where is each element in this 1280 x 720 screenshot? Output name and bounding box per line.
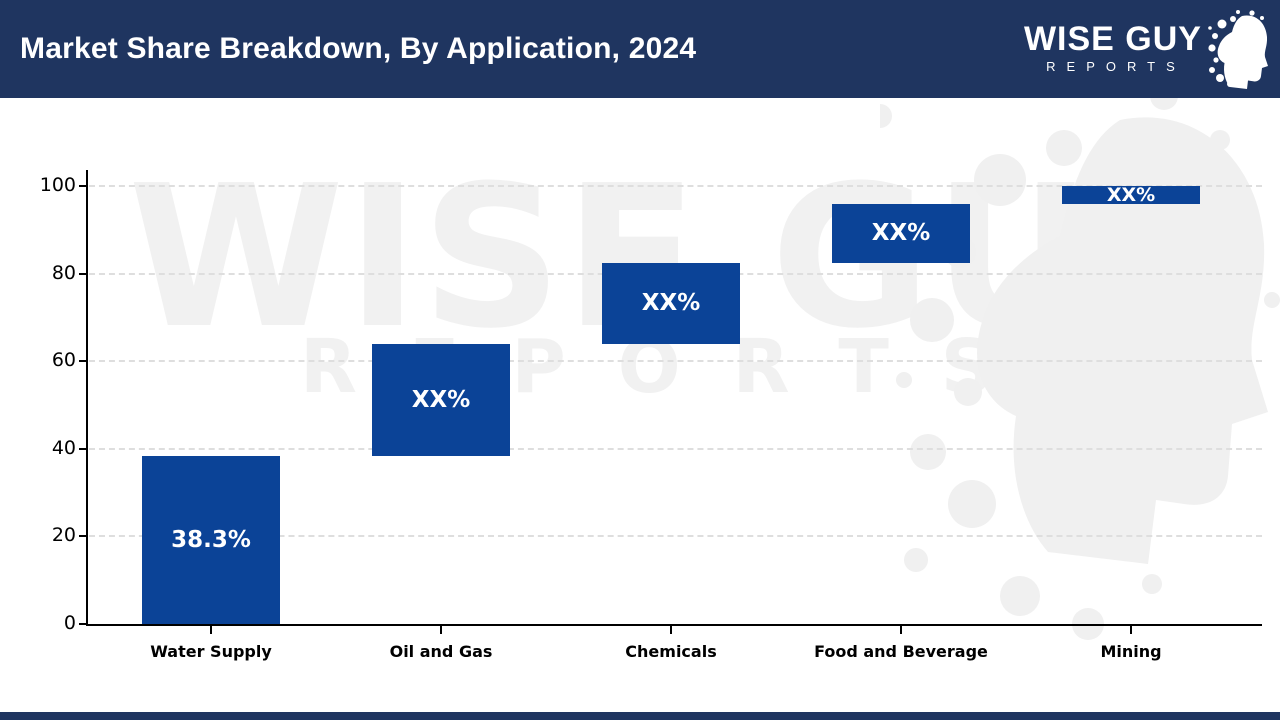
bar-mining [1062, 186, 1200, 204]
y-tick-mark [79, 623, 88, 625]
x-tick-mark [900, 626, 902, 634]
bar-value-label: XX% [1106, 183, 1156, 206]
y-tick-label: 0 [63, 612, 76, 634]
x-category-label: Chemicals [625, 642, 717, 661]
y-tick-label: 60 [51, 349, 76, 372]
brand-subtitle: REPORTS [1046, 59, 1186, 74]
y-tick-mark [79, 185, 88, 187]
x-tick-mark [1130, 626, 1132, 634]
x-tick-mark [440, 626, 442, 634]
brand-name: WISE GUY [1023, 20, 1202, 58]
y-tick-label: 80 [51, 261, 76, 284]
x-category-label: Mining [1100, 642, 1162, 661]
y-tick-label: 100 [39, 174, 76, 196]
bar-food-and-beverage [832, 203, 970, 263]
y-tick-mark [79, 360, 88, 363]
bar-value-label: XX% [411, 386, 471, 413]
bar-value-label: 38.3% [171, 527, 251, 554]
bar-water-supply [142, 456, 280, 624]
y-gridline [89, 535, 1262, 538]
y-tick-mark [79, 272, 88, 275]
waterfall-chart: 0 20 40 60 80 100 38.3% Water Supply XX% Oil and … [0, 98, 1280, 714]
y-tick-label: 20 [51, 524, 76, 547]
y-gridline [89, 185, 1262, 187]
x-category-label: Oil and Gas [389, 642, 493, 661]
x-tick-mark [670, 626, 672, 634]
page-title: Market Share Breakdown, By Application, … [20, 32, 697, 65]
y-gridline [89, 447, 1262, 450]
y-tick-mark [79, 535, 88, 538]
y-tick-mark [79, 447, 88, 450]
x-tick-mark [210, 626, 212, 634]
bar-chemicals [602, 262, 740, 344]
x-category-label: Food and Beverage [814, 642, 988, 661]
header: Market Share Breakdown, By Application, … [0, 0, 1280, 98]
brand-logo: WISE GUY REPORTS [1020, 6, 1270, 92]
dotted-head-profile-icon [1208, 10, 1268, 89]
bar-oil-and-gas [372, 343, 510, 457]
x-category-label: Water Supply [150, 642, 272, 661]
footer-bar [0, 712, 1280, 720]
y-axis-line [86, 170, 88, 626]
bar-value-label: XX% [871, 220, 931, 247]
bar-value-label: XX% [641, 290, 701, 317]
y-gridline [89, 360, 1262, 363]
x-axis-line [86, 624, 1262, 626]
y-tick-label: 40 [51, 436, 76, 459]
brand-logo-text: WISE GUY REPORTS [1024, 22, 1202, 73]
